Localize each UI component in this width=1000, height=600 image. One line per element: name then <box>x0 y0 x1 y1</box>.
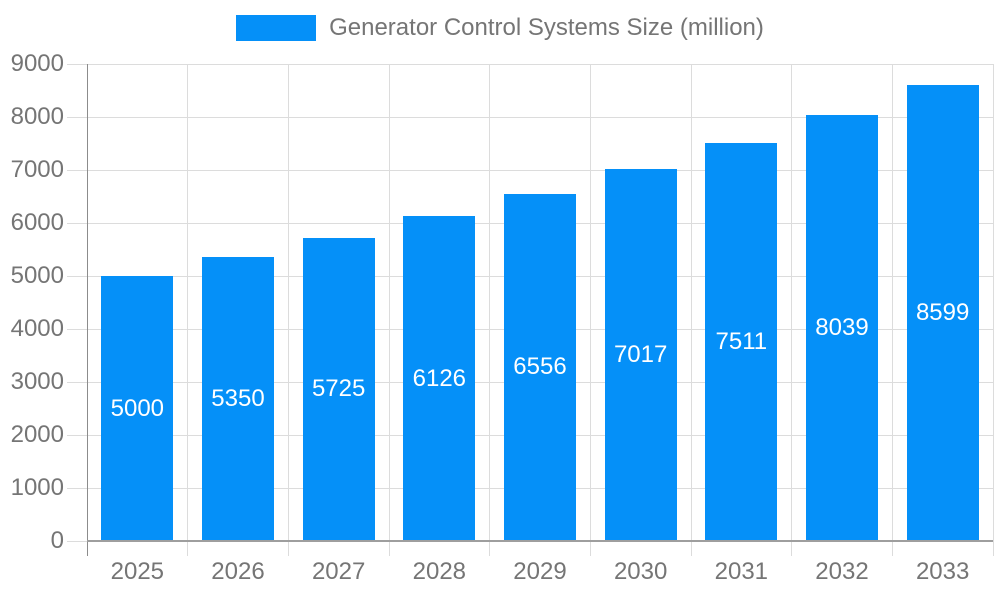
gridline-vertical <box>489 64 491 556</box>
x-axis-label: 2026 <box>211 558 265 585</box>
y-axis-tick <box>67 487 87 489</box>
legend: Generator Control Systems Size (million) <box>0 14 1000 42</box>
y-axis-tick <box>67 63 87 65</box>
y-axis-label: 7000 <box>10 156 64 183</box>
gridline-horizontal <box>87 116 993 118</box>
bar[interactable]: 8039 <box>806 114 878 541</box>
bar-value-label: 8039 <box>815 313 869 341</box>
gridline-horizontal <box>87 63 993 65</box>
bar-value-label: 5725 <box>311 375 366 403</box>
x-axis-label: 2031 <box>714 558 769 585</box>
y-axis-label: 0 <box>50 527 64 554</box>
gridline-horizontal <box>87 169 993 171</box>
y-axis-tick <box>67 275 87 277</box>
bar[interactable]: 5725 <box>302 237 375 541</box>
gridline-vertical <box>388 64 390 556</box>
gridline-vertical <box>287 64 289 556</box>
bar-value-label: 7017 <box>613 341 668 369</box>
bar-value-label: 5000 <box>110 394 165 422</box>
gridline-vertical <box>187 64 189 556</box>
bar-value-label: 8599 <box>915 299 970 327</box>
x-axis-label: 2028 <box>412 558 467 585</box>
x-axis-label: 2025 <box>110 558 165 585</box>
y-axis-tick <box>67 222 87 224</box>
bar-value-label: 6556 <box>513 353 567 381</box>
y-axis-label: 2000 <box>10 421 64 448</box>
y-axis-label: 8000 <box>10 103 64 130</box>
y-axis-label: 1000 <box>10 474 64 501</box>
x-axis-label: 2030 <box>613 558 668 585</box>
y-axis-label: 6000 <box>10 209 64 236</box>
y-axis-label: 4000 <box>10 315 64 342</box>
y-axis-tick <box>67 116 87 118</box>
y-axis-label: 3000 <box>10 368 64 395</box>
x-axis-label: 2033 <box>915 558 970 585</box>
bar[interactable]: 6556 <box>504 193 576 541</box>
bar[interactable]: 5000 <box>101 276 174 541</box>
bar[interactable]: 5350 <box>202 257 274 541</box>
x-axis-label: 2027 <box>311 558 366 585</box>
y-axis-label: 5000 <box>10 262 64 289</box>
bar[interactable]: 6126 <box>403 216 476 541</box>
y-axis-tick <box>67 328 87 330</box>
x-axis-baseline <box>87 540 993 542</box>
y-axis-tick <box>67 381 87 383</box>
legend-swatch <box>236 15 317 41</box>
gridline-vertical <box>992 64 994 556</box>
bar-value-label: 7511 <box>715 327 768 355</box>
y-axis-tick <box>67 540 87 542</box>
bar-value-label: 6126 <box>412 364 467 392</box>
bar[interactable]: 7511 <box>705 142 778 541</box>
y-axis-label: 9000 <box>10 50 64 77</box>
gridline-vertical <box>589 64 591 556</box>
gridline-vertical <box>791 64 793 556</box>
legend-label: Generator Control Systems Size (million) <box>329 14 764 41</box>
bar[interactable]: 7017 <box>604 169 677 541</box>
y-axis-tick <box>67 434 87 436</box>
x-axis-label: 2029 <box>513 558 567 585</box>
bar-value-label: 5350 <box>211 385 265 413</box>
x-axis-label: 2032 <box>815 558 869 585</box>
plot-area: 5000 5350 5725 6126 6556 7017 7511 8039 8599 <box>67 63 994 556</box>
gridline-vertical <box>891 64 893 556</box>
y-axis-tick <box>67 169 87 171</box>
gridline-vertical <box>690 64 692 556</box>
bar[interactable]: 8599 <box>906 85 979 541</box>
y-axis-line <box>86 64 88 556</box>
